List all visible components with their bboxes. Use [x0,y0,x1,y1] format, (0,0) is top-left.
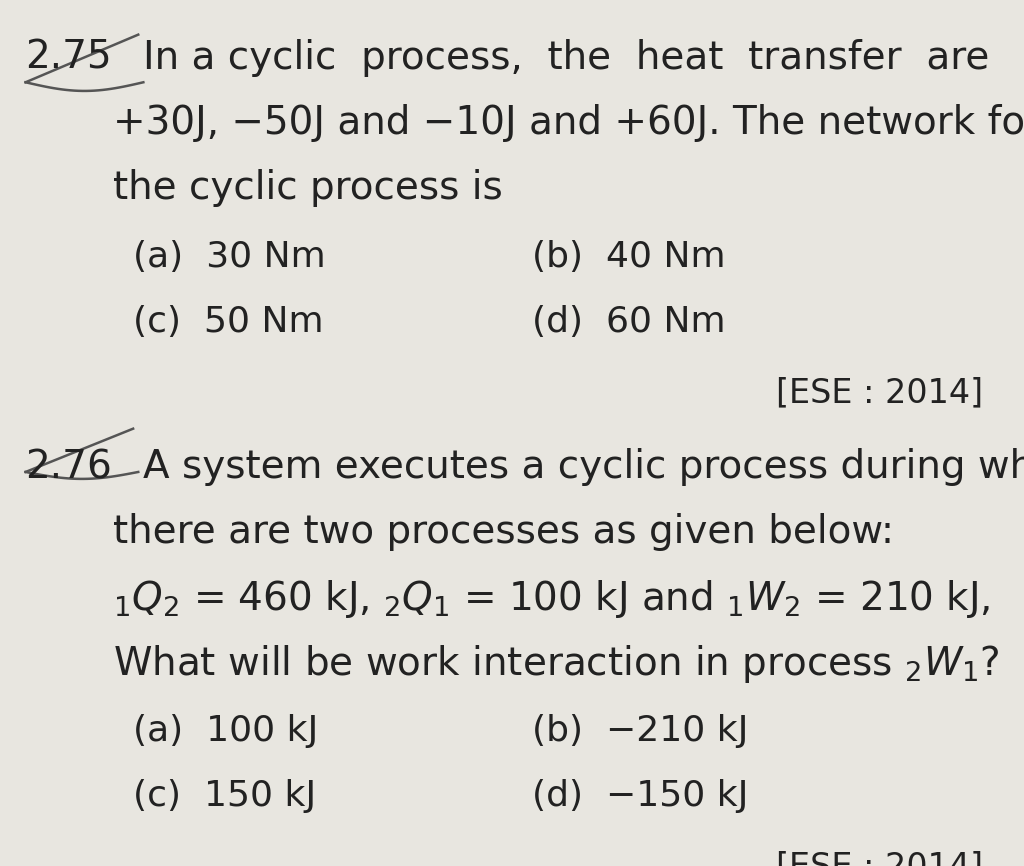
Text: (c)  150 kJ: (c) 150 kJ [133,779,316,813]
Text: 2.76: 2.76 [26,449,113,486]
Text: there are two processes as given below:: there are two processes as given below: [113,513,894,551]
Text: What will be work interaction in process $_{2}W_{1}$?: What will be work interaction in process… [113,643,999,685]
Text: (c)  50 Nm: (c) 50 Nm [133,306,324,339]
Text: 2.75: 2.75 [26,39,113,77]
Text: $_{1}Q_{2}$ = 460 kJ, $_{2}Q_{1}$ = 100 kJ and $_{1}W_{2}$ = 210 kJ,: $_{1}Q_{2}$ = 460 kJ, $_{2}Q_{1}$ = 100 … [113,578,990,620]
Text: (b)  40 Nm: (b) 40 Nm [532,240,726,275]
Text: (a)  100 kJ: (a) 100 kJ [133,714,318,748]
Text: [ESE : 2014]: [ESE : 2014] [776,850,983,866]
Text: (a)  30 Nm: (a) 30 Nm [133,240,326,275]
Text: In a cyclic  process,  the  heat  transfer  are: In a cyclic process, the heat transfer a… [143,39,990,77]
Text: +30J, −50J and −10J and +60J. The network for: +30J, −50J and −10J and +60J. The networ… [113,104,1024,142]
Text: (b)  −210 kJ: (b) −210 kJ [532,714,749,748]
Text: A system executes a cyclic process during which: A system executes a cyclic process durin… [143,449,1024,486]
Text: (d)  −150 kJ: (d) −150 kJ [532,779,749,813]
Text: [ESE : 2014]: [ESE : 2014] [776,377,983,410]
Text: the cyclic process is: the cyclic process is [113,169,503,207]
Text: (d)  60 Nm: (d) 60 Nm [532,306,726,339]
